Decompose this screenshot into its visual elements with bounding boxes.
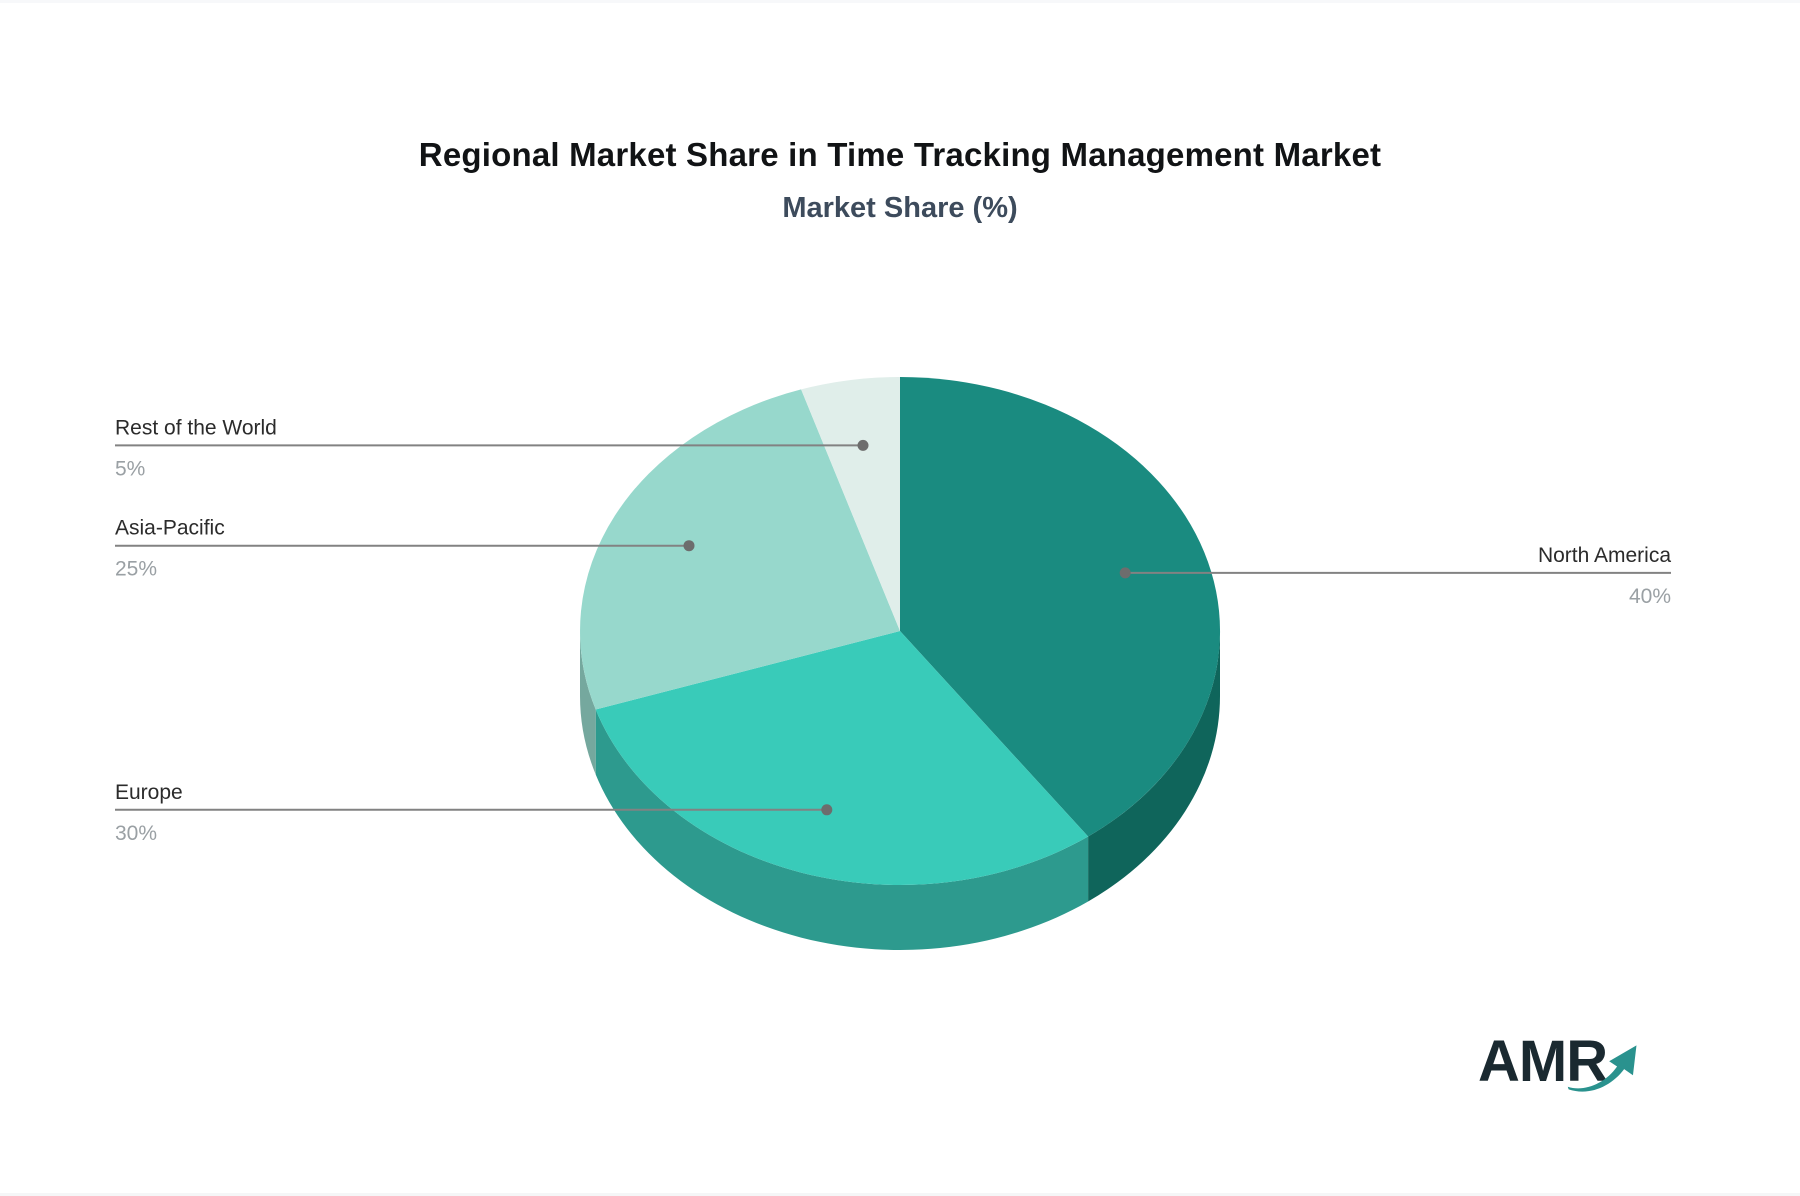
leader-dot xyxy=(821,804,833,816)
leader-dot xyxy=(683,540,695,552)
slice-value: 25% xyxy=(115,558,157,581)
pie-slice-asia-pacific[interactable] xyxy=(580,389,900,710)
leader-dot xyxy=(1119,567,1131,579)
amr-logo: AMR xyxy=(1478,1033,1708,1113)
pie-slice-side-asia-pacific xyxy=(580,631,596,775)
growth-arrow-icon xyxy=(1567,1045,1637,1092)
pie-slice-side-europe xyxy=(595,709,1089,950)
pie-slice-europe[interactable] xyxy=(595,631,1089,885)
slice-label: North America xyxy=(1538,544,1671,567)
amr-logo-text: AMR xyxy=(1478,1029,1608,1094)
slice-label: Asia-Pacific xyxy=(115,517,225,540)
chart-title: Regional Market Share in Time Tracking M… xyxy=(418,136,1382,173)
slice-value: 30% xyxy=(115,822,157,845)
leader-dot xyxy=(857,439,869,451)
chart-subtitle: Market Share (%) xyxy=(782,192,1018,224)
page-bottom-edge xyxy=(0,1193,1800,1196)
pie-slice-north-america[interactable] xyxy=(900,377,1221,837)
slice-label: Rest of the World xyxy=(115,416,277,439)
slice-value: 40% xyxy=(1629,585,1671,608)
pie-slice-rest-of-the-world[interactable] xyxy=(801,376,900,631)
slice-value: 5% xyxy=(115,457,145,480)
pie-slice-side-north-america xyxy=(1088,631,1220,902)
page-top-edge xyxy=(0,0,1800,3)
slice-label: Europe xyxy=(115,781,183,804)
